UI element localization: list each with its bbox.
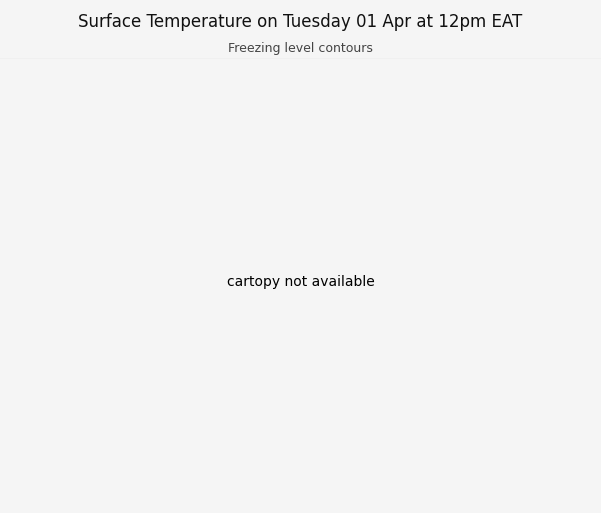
Text: Freezing level contours: Freezing level contours bbox=[228, 42, 373, 55]
Text: cartopy not available: cartopy not available bbox=[227, 275, 374, 289]
Text: Surface Temperature on Tuesday 01 Apr at 12pm EAT: Surface Temperature on Tuesday 01 Apr at… bbox=[78, 13, 523, 31]
